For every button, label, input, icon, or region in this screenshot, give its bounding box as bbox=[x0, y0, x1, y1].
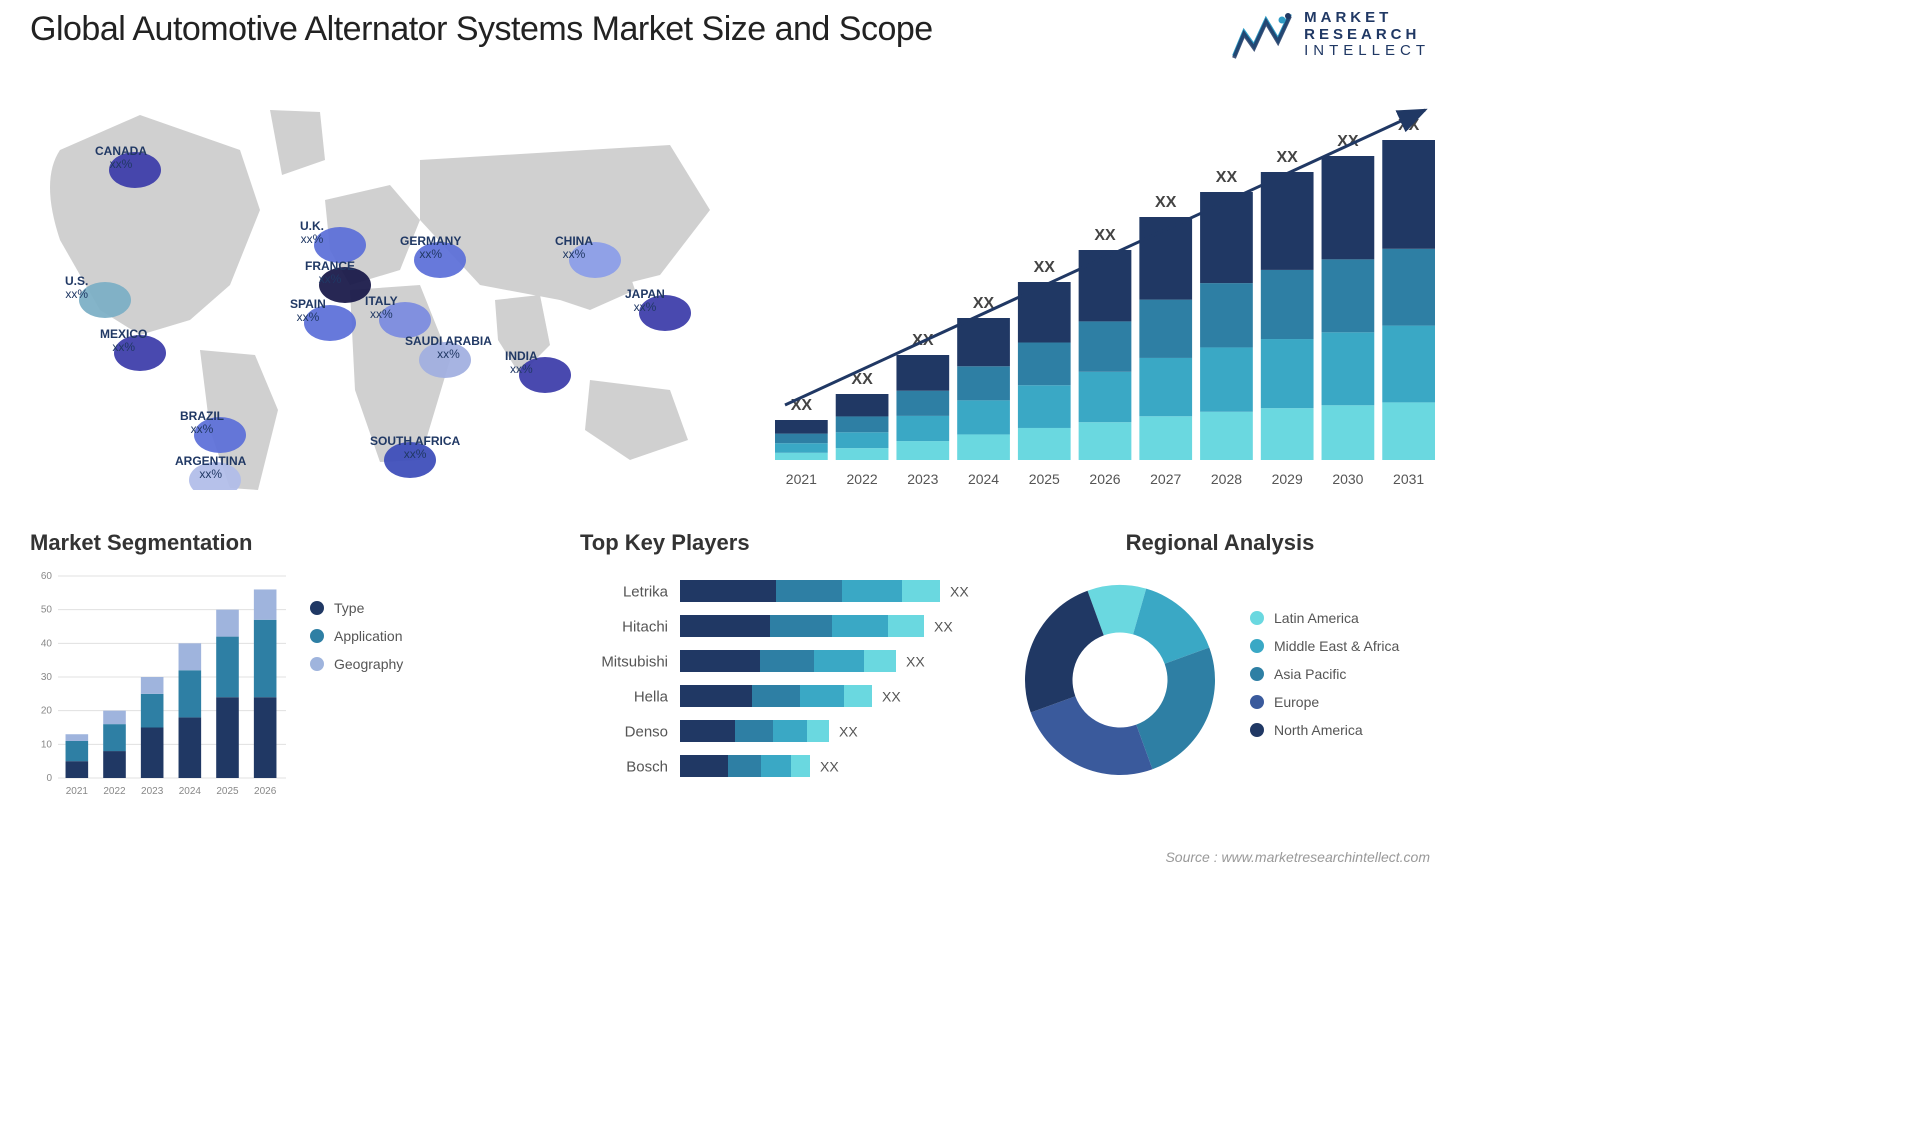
svg-text:40: 40 bbox=[41, 638, 53, 649]
map-country-label: ITALYxx% bbox=[365, 295, 398, 321]
growth-bar-year: 2027 bbox=[1150, 471, 1181, 487]
map-country-label: SAUDI ARABIAxx% bbox=[405, 335, 492, 361]
page-title: Global Automotive Alternator Systems Mar… bbox=[30, 10, 933, 49]
growth-bar-year: 2029 bbox=[1272, 471, 1303, 487]
segmentation-chart-svg: 0 10 20 30 40 50 60 2021 2022 2023 2024 2025 2026 bbox=[30, 570, 290, 800]
brand-line-3: INTELLECT bbox=[1304, 43, 1430, 60]
growth-bar-year: 2022 bbox=[847, 471, 878, 487]
player-row-value: XX bbox=[882, 689, 901, 705]
player-row-label: Hella bbox=[634, 689, 669, 706]
growth-chart-panel: XX2021XX2022XX2023XX2024XX2025XX2026XX20… bbox=[775, 90, 1435, 490]
players-panel: Top Key Players Letrika XX Hitachi XX Mitsub… bbox=[580, 530, 980, 820]
svg-text:20: 20 bbox=[41, 706, 53, 717]
header: Global Automotive Alternator Systems Mar… bbox=[30, 10, 1430, 60]
regional-legend-item: Asia Pacific bbox=[1250, 666, 1399, 682]
growth-bar-year: 2028 bbox=[1211, 471, 1242, 487]
growth-bar-value: XX bbox=[1155, 194, 1177, 211]
brand-line-2: RESEARCH bbox=[1304, 27, 1430, 44]
svg-text:50: 50 bbox=[41, 605, 53, 616]
map-country-label: FRANCExx% bbox=[305, 260, 355, 286]
growth-bar-year: 2031 bbox=[1393, 471, 1424, 487]
regional-legend-item: Latin America bbox=[1250, 610, 1399, 626]
brand-logo-mark bbox=[1232, 10, 1292, 60]
segmentation-legend-item: Type bbox=[310, 600, 403, 616]
segmentation-legend-item: Geography bbox=[310, 656, 403, 672]
svg-text:2023: 2023 bbox=[141, 786, 164, 797]
regional-panel: Regional Analysis Latin America Middle Ea… bbox=[1010, 530, 1430, 820]
growth-bar-year: 2025 bbox=[1029, 471, 1060, 487]
growth-bar-year: 2026 bbox=[1089, 471, 1120, 487]
brand-line-1: MARKET bbox=[1304, 10, 1430, 27]
regional-legend: Latin America Middle East & Africa Asia Pa… bbox=[1250, 610, 1399, 750]
segmentation-title: Market Segmentation bbox=[30, 530, 450, 556]
growth-bar-year: 2023 bbox=[907, 471, 938, 487]
map-country-label: U.S.xx% bbox=[65, 275, 88, 301]
player-row-label: Mitsubishi bbox=[601, 654, 668, 671]
growth-bar-value: XX bbox=[1094, 227, 1116, 244]
world-map-panel: CANADAxx% U.S.xx% MEXICOxx% BRAZILxx% ARGENT… bbox=[20, 90, 750, 490]
growth-bar-year: 2024 bbox=[968, 471, 999, 487]
map-country-label: ARGENTINAxx% bbox=[175, 455, 246, 481]
source-text: Source : www.marketresearchintellect.com bbox=[1165, 849, 1430, 865]
segmentation-legend-item: Application bbox=[310, 628, 403, 644]
growth-chart-svg: XX2021XX2022XX2023XX2024XX2025XX2026XX20… bbox=[775, 90, 1435, 490]
map-country-label: GERMANYxx% bbox=[400, 235, 461, 261]
map-country-label: MEXICOxx% bbox=[100, 328, 147, 354]
regional-title: Regional Analysis bbox=[1010, 530, 1430, 556]
map-country-label: CANADAxx% bbox=[95, 145, 147, 171]
player-row-value: XX bbox=[820, 759, 839, 775]
svg-text:30: 30 bbox=[41, 672, 53, 683]
player-row-value: XX bbox=[906, 654, 925, 670]
brand-logo-text: MARKET RESEARCH INTELLECT bbox=[1304, 10, 1430, 60]
player-row-value: XX bbox=[950, 584, 969, 600]
player-row-label: Bosch bbox=[626, 759, 668, 776]
player-row-label: Hitachi bbox=[622, 619, 668, 636]
svg-text:2024: 2024 bbox=[179, 786, 202, 797]
svg-text:10: 10 bbox=[41, 739, 53, 750]
map-country-label: SPAINxx% bbox=[290, 298, 326, 324]
map-country-label: JAPANxx% bbox=[625, 288, 665, 314]
svg-text:2025: 2025 bbox=[216, 786, 239, 797]
player-row-value: XX bbox=[934, 619, 953, 635]
map-country-label: U.K.xx% bbox=[300, 220, 324, 246]
map-country-label: CHINAxx% bbox=[555, 235, 593, 261]
growth-bar-value: XX bbox=[1277, 149, 1299, 166]
svg-text:2021: 2021 bbox=[66, 786, 89, 797]
map-country-label: INDIAxx% bbox=[505, 350, 538, 376]
map-country-label: SOUTH AFRICAxx% bbox=[370, 435, 460, 461]
growth-bar-value: XX bbox=[1216, 169, 1238, 186]
regional-legend-item: North America bbox=[1250, 722, 1399, 738]
map-country-label: BRAZILxx% bbox=[180, 410, 224, 436]
player-row-label: Letrika bbox=[623, 584, 669, 601]
growth-bar-year: 2030 bbox=[1332, 471, 1363, 487]
svg-text:2026: 2026 bbox=[254, 786, 277, 797]
svg-text:2022: 2022 bbox=[103, 786, 126, 797]
regional-chart-svg bbox=[1010, 570, 1230, 790]
segmentation-panel: Market Segmentation 0 10 20 30 40 50 60 2021 202… bbox=[30, 530, 450, 820]
svg-text:60: 60 bbox=[41, 571, 53, 582]
brand-logo: MARKET RESEARCH INTELLECT bbox=[1232, 10, 1430, 60]
growth-bar-year: 2021 bbox=[786, 471, 817, 487]
player-row-value: XX bbox=[839, 724, 858, 740]
players-chart-svg: Letrika XX Hitachi XX Mitsubishi XX Hella XX Den… bbox=[580, 570, 980, 800]
players-title: Top Key Players bbox=[580, 530, 980, 556]
segmentation-legend: Type Application Geography bbox=[310, 570, 403, 800]
svg-text:0: 0 bbox=[46, 773, 52, 784]
growth-bar-value: XX bbox=[1034, 259, 1056, 276]
regional-legend-item: Europe bbox=[1250, 694, 1399, 710]
regional-legend-item: Middle East & Africa bbox=[1250, 638, 1399, 654]
player-row-label: Denso bbox=[625, 724, 668, 741]
